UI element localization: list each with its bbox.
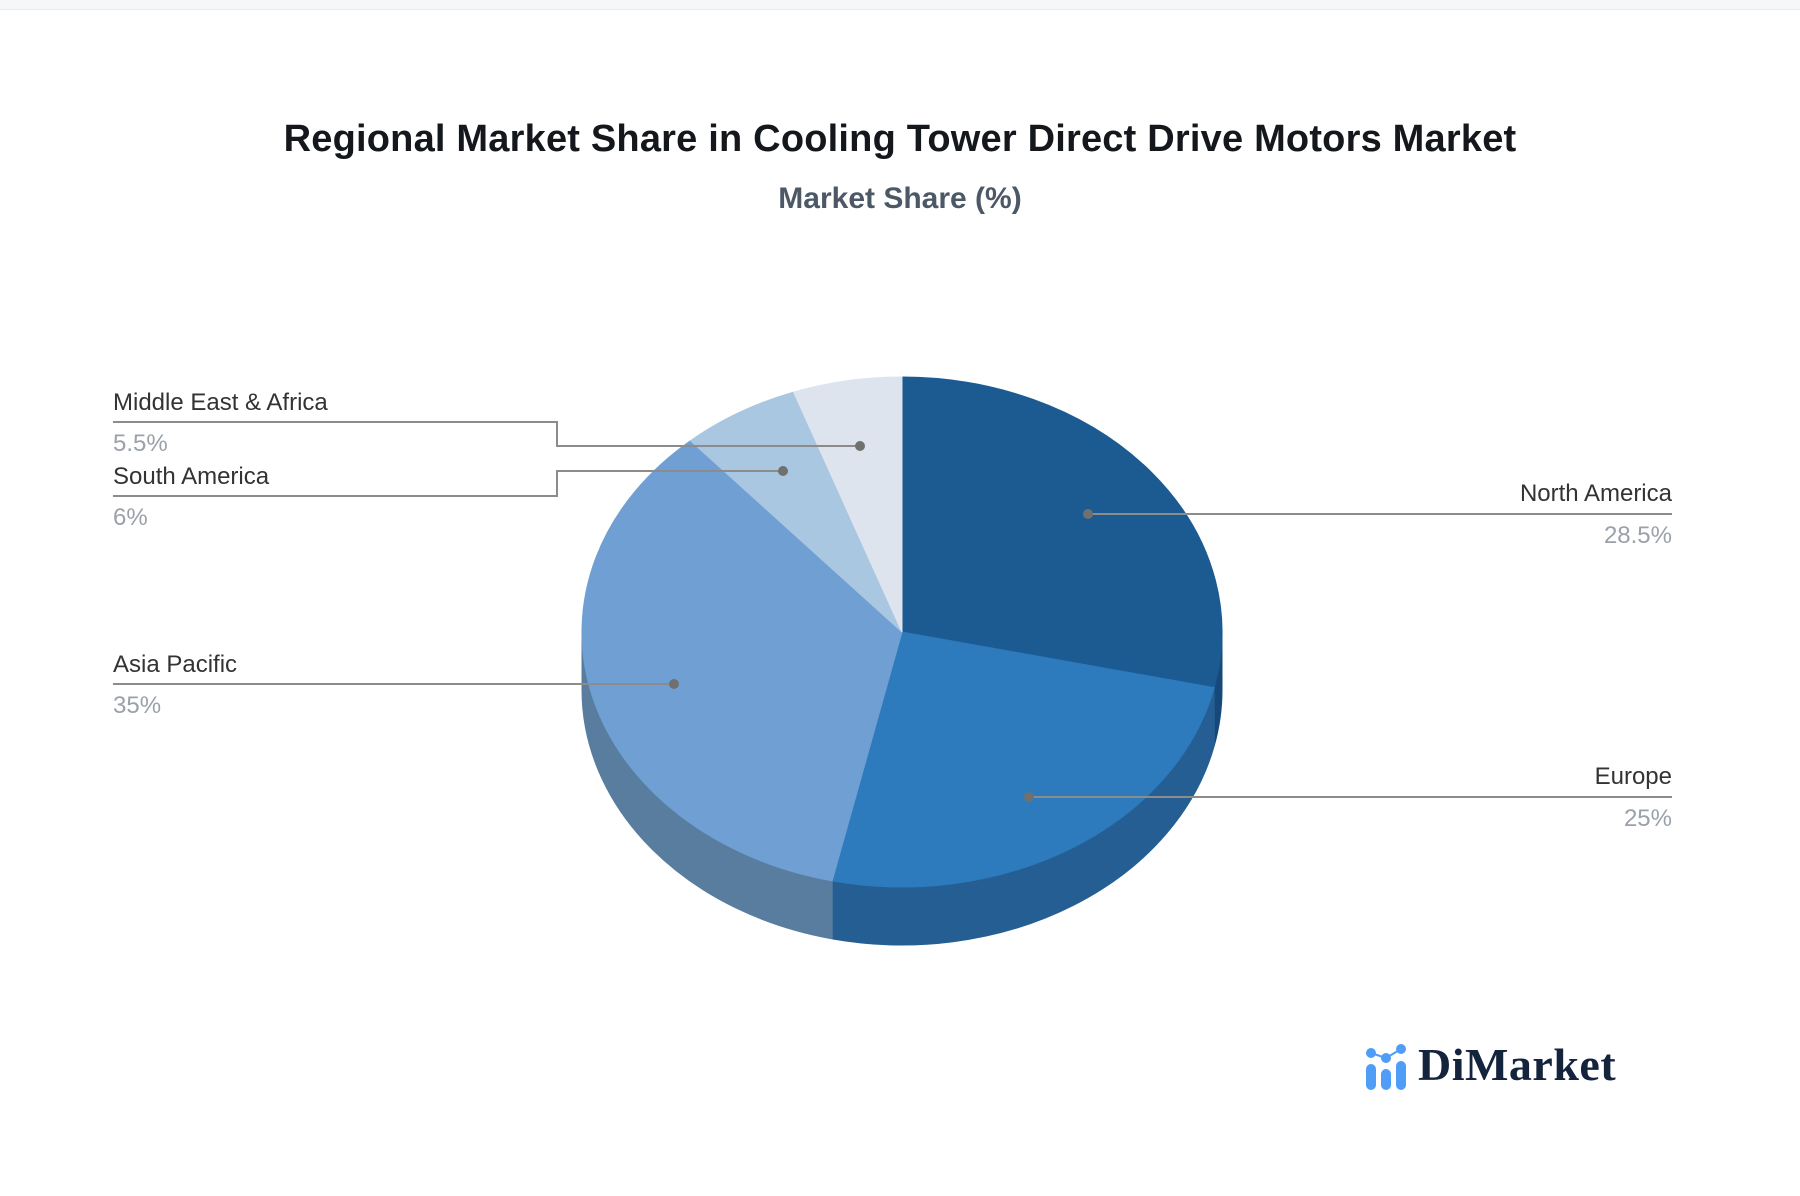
callout-dot-asia-pacific: [669, 679, 679, 689]
callout-line-south-america: [113, 470, 783, 497]
bar-chart-logo-icon: [1366, 1044, 1406, 1090]
slice-label-europe: Europe: [1594, 763, 1672, 790]
callout-dot-middle-east-africa: [855, 441, 865, 451]
slice-value-south-america: 6%: [113, 504, 148, 531]
pie-slice-south-america[interactable]: [689, 391, 903, 633]
callout-dot-europe: [1024, 792, 1034, 802]
brand-logo: DiMarket: [1362, 1036, 1616, 1092]
pie-slice-europe[interactable]: [831, 631, 1215, 888]
slice-value-north-america: 28.5%: [1603, 522, 1672, 549]
pie-slice-middle-east-africa[interactable]: [792, 376, 903, 633]
slice-value-middle-east-africa: 5.5%: [113, 430, 168, 457]
callout-dot-south-america: [778, 466, 788, 476]
callout-dot-north-america: [1083, 509, 1093, 519]
pie-slice-north-america[interactable]: [901, 376, 1223, 689]
brand-name: DiMarket: [1418, 1038, 1617, 1090]
chart-title: Regional Market Share in Cooling Tower D…: [283, 118, 1517, 160]
slice-label-middle-east-africa: Middle East & Africa: [113, 389, 328, 416]
slice-label-asia-pacific: Asia Pacific: [113, 651, 238, 678]
chart-subtitle: Market Share (%): [778, 182, 1022, 215]
slice-value-europe: 25%: [1623, 805, 1672, 832]
slice-value-asia-pacific: 35%: [113, 692, 162, 719]
pie-slice-asia-pacific[interactable]: [581, 440, 903, 882]
callout-line-middle-east-africa: [113, 421, 860, 447]
slice-label-north-america: North America: [1519, 480, 1672, 507]
top-window-strip: [0, 0, 1800, 10]
slice-label-south-america: South America: [113, 463, 270, 490]
